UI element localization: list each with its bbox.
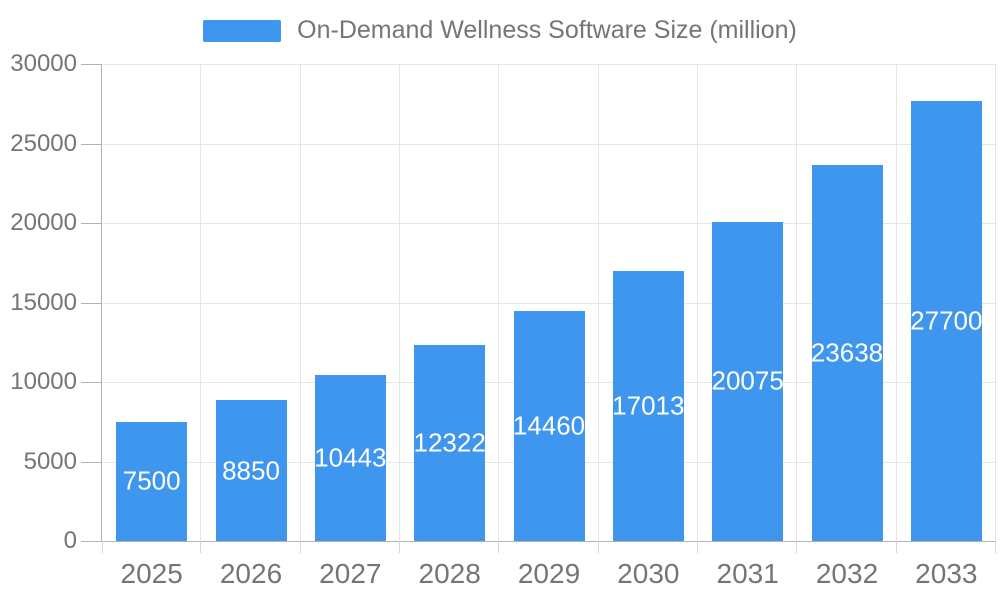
gridline-h	[102, 223, 996, 224]
y-tick	[81, 64, 101, 65]
gridline-h	[102, 302, 996, 304]
x-axis-label: 2031	[716, 558, 779, 589]
bar	[811, 165, 883, 541]
x-axis-label: 2026	[219, 558, 283, 589]
x-axis-label: 2032	[815, 558, 879, 589]
bar-value-label: 14460	[512, 410, 586, 441]
bar-value-label: 17013	[612, 390, 685, 421]
gridline-v	[995, 64, 996, 541]
gridline-v	[399, 64, 400, 541]
gridline-h	[102, 64, 996, 65]
y-tick	[81, 382, 101, 383]
gridline-v	[498, 64, 500, 541]
bar	[712, 221, 784, 541]
x-tick	[200, 541, 202, 553]
y-axis-label: 5000	[23, 447, 77, 475]
y-axis-label: 30000	[10, 50, 77, 77]
y-tick	[81, 302, 101, 304]
legend-swatch-icon	[203, 19, 282, 42]
bar-value-label: 7500	[122, 465, 181, 496]
bar	[612, 270, 684, 541]
x-tick	[796, 541, 798, 553]
y-tick	[81, 541, 101, 542]
gridline-v	[895, 64, 897, 541]
bar-value-label: 20075	[711, 365, 784, 396]
x-tick	[895, 541, 897, 553]
gridline-h	[102, 143, 996, 145]
y-axis-label: 15000	[10, 288, 77, 316]
y-tick	[81, 461, 101, 463]
x-axis-label: 2028	[418, 558, 481, 589]
y-axis-label: 20000	[10, 209, 77, 236]
x-tick	[498, 541, 500, 553]
bar-value-label: 8850	[222, 455, 280, 486]
y-axis-label: 10000	[10, 368, 77, 395]
x-tick	[399, 541, 400, 553]
legend-item[interactable]: On-Demand Wellness Software Size (millio…	[203, 16, 797, 45]
bar-value-label: 12322	[413, 427, 486, 458]
bar	[910, 100, 982, 541]
x-axis-label: 2027	[319, 558, 382, 589]
x-tick	[697, 541, 698, 553]
gridline-v	[299, 64, 301, 541]
y-tick	[81, 143, 101, 145]
bar	[513, 311, 585, 541]
legend-label: On-Demand Wellness Software Size (millio…	[297, 16, 797, 44]
gridline-v	[597, 64, 599, 541]
bar-value-label: 23638	[810, 337, 884, 368]
bar	[314, 374, 386, 541]
x-tick	[995, 541, 996, 553]
legend: On-Demand Wellness Software Size (millio…	[0, 16, 1000, 45]
x-axis-label: 2033	[915, 558, 978, 589]
bar	[215, 400, 287, 541]
x-tick	[597, 541, 599, 553]
bar-value-label: 27700	[910, 305, 983, 336]
gridline-v	[200, 64, 202, 541]
plot-area: 0 5000 10000 15000 20000 25000 30000 7500 2025 88…	[10, 52, 996, 589]
gridline-v	[697, 64, 698, 541]
bar-value-label: 10443	[314, 442, 387, 473]
y-tick	[81, 223, 101, 224]
y-axis-label: 0	[63, 527, 77, 554]
gridline-v	[796, 64, 798, 541]
bar	[414, 345, 486, 541]
x-axis-label: 2029	[517, 558, 581, 589]
y-axis-label: 25000	[10, 129, 77, 157]
x-axis-label: 2030	[617, 558, 680, 589]
x-axis-label: 2025	[120, 558, 183, 589]
x-tick	[102, 541, 103, 553]
bar	[116, 421, 188, 541]
x-tick	[299, 541, 301, 553]
